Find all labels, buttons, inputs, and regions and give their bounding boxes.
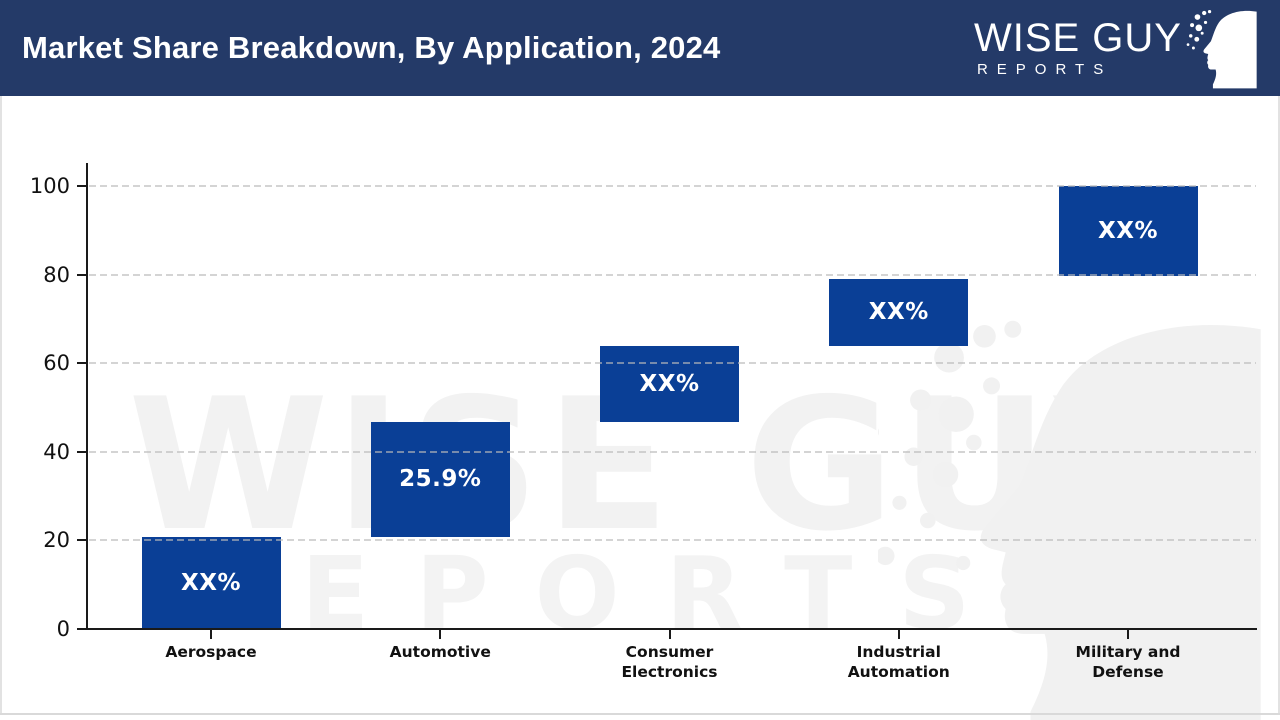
- x-axis-line: [86, 628, 1257, 630]
- bar-aerospace: XX%: [141, 536, 281, 629]
- bar-value-label: XX%: [1097, 217, 1158, 244]
- y-tick-label: 0: [56, 617, 70, 641]
- x-category-label-consumer-electronics: Consumer Electronics: [621, 643, 718, 681]
- y-tick-label: 40: [43, 439, 70, 464]
- gridline-60: [89, 362, 1256, 365]
- x-category-label-automotive: Automotive: [389, 643, 491, 661]
- bar-value-label: XX%: [868, 299, 929, 326]
- y-tick-label: 80: [43, 262, 70, 287]
- y-tick-mark: [77, 362, 87, 365]
- left-border: [0, 96, 2, 715]
- gridline-40: [89, 450, 1256, 453]
- watermark-text-line2: REPORTS: [178, 535, 1017, 652]
- logo-wordmark-line2: REPORTS: [976, 61, 1113, 78]
- gridline-100: [89, 185, 1256, 187]
- page-title: Market Share Breakdown, By Application, …: [22, 30, 721, 65]
- bar-consumer-electronics: XX%: [600, 345, 739, 422]
- logo-head-icon: [1186, 10, 1257, 89]
- bar-industrial-automation: XX%: [829, 279, 969, 346]
- header: Market Share Breakdown, By Application, …: [0, 0, 1280, 96]
- x-tick-mark: [439, 630, 442, 639]
- y-tick-mark: [77, 273, 87, 276]
- watermark-head-icon: [878, 320, 1261, 720]
- x-category-label-industrial-automation: Industrial Automation: [847, 643, 950, 681]
- wise-guy-logo: WISE GUY REPORTS: [974, 7, 1258, 89]
- bar-value-label: 25.9%: [399, 466, 482, 493]
- gridline-20: [89, 539, 1256, 542]
- x-tick-mark: [210, 630, 212, 639]
- gridline-80: [89, 273, 1256, 276]
- y-tick-mark: [77, 185, 87, 187]
- x-tick-mark: [668, 630, 671, 639]
- bar-automotive: 25.9%: [370, 422, 510, 537]
- y-tick-mark: [77, 450, 87, 453]
- y-tick-mark: [77, 628, 87, 630]
- x-category-label-aerospace: Aerospace: [165, 643, 257, 661]
- y-tick-mark: [77, 539, 87, 542]
- bar-value-label: XX%: [180, 569, 241, 596]
- logo-wordmark: WISE GUY REPORTS: [974, 18, 1182, 78]
- right-border: [1278, 96, 1280, 715]
- logo-wordmark-line1: WISE GUY: [973, 16, 1182, 60]
- x-tick-mark: [1127, 630, 1129, 639]
- x-tick-mark: [897, 630, 900, 639]
- x-category-label-military-and-defense: Military and Defense: [1075, 643, 1181, 681]
- y-tick-label: 100: [29, 174, 70, 198]
- y-tick-label: 20: [43, 528, 70, 553]
- bar-military-and-defense: XX%: [1058, 186, 1198, 276]
- y-axis-line: [86, 163, 88, 630]
- bottom-border: [0, 713, 1280, 715]
- bar-value-label: XX%: [639, 370, 700, 397]
- y-tick-label: 60: [43, 351, 70, 376]
